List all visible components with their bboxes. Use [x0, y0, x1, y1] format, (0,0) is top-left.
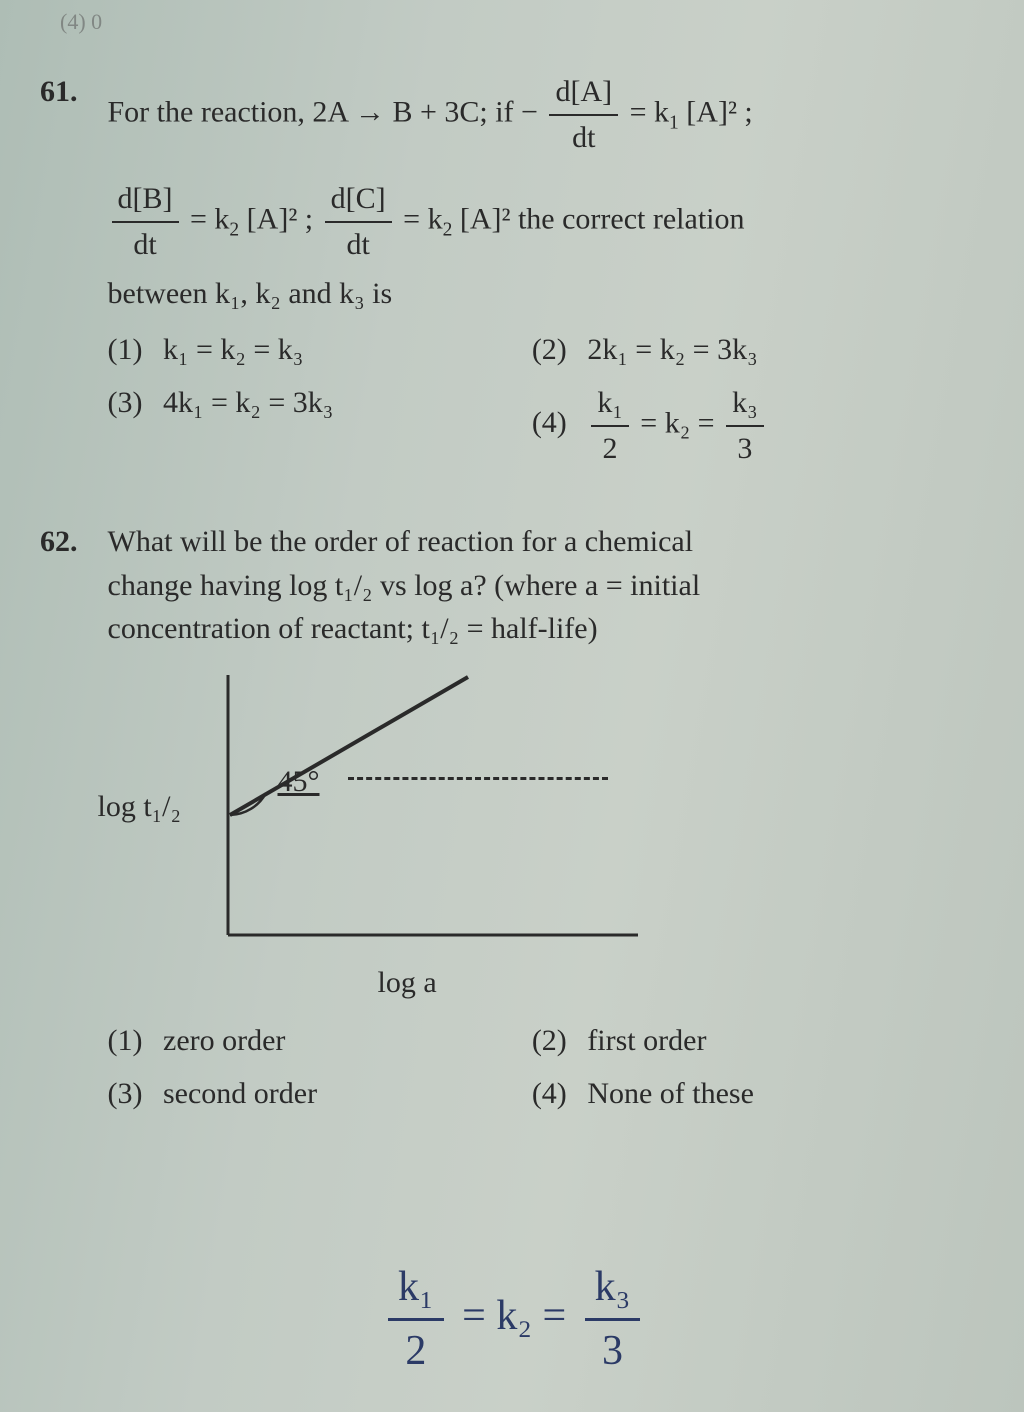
q62-line3: concentration of reactant; t₁/₂ = half-l… — [108, 607, 992, 651]
option-text: 2k₁ = k₂ = 3k₃ — [587, 333, 757, 366]
frac-den: 2 — [388, 1321, 444, 1382]
frac-den: dt — [549, 116, 618, 160]
q61-opt4-frac2: k₃ 3 — [726, 381, 763, 470]
q61-line2-post: [A]² the correct relation — [460, 202, 745, 235]
q61-opt4-frac1: k₁ 2 — [591, 381, 628, 470]
question-61: 61. For the reaction, 2A → B + 3C; if − … — [40, 70, 994, 480]
q61-option-2: (2) 2k₁ = k₂ = 3k₃ — [532, 328, 956, 372]
q61-k2-sub: 2 — [229, 219, 239, 240]
frac-den: dt — [112, 223, 179, 267]
q61-line1-pre: For the reaction, 2A → B + 3C; if − — [108, 95, 538, 128]
option-label: (4) — [532, 1072, 580, 1116]
angle-label: 45° — [278, 760, 320, 804]
frac-num: k₁ — [591, 381, 628, 427]
option-label: (2) — [532, 328, 580, 372]
q61-line1: For the reaction, 2A → B + 3C; if − d[A]… — [108, 70, 992, 159]
q61-line1-post: [A]² ; — [686, 95, 752, 128]
q62-option-3: (3) second order — [108, 1072, 532, 1116]
q61-frac-dC-dt: d[C] dt — [325, 177, 392, 266]
option-label: (2) — [532, 1019, 580, 1063]
q61-option-3: (3) 4k₁ = k₂ = 3k₃ — [108, 381, 532, 470]
frac-num: k₃ — [585, 1257, 641, 1321]
option-text: second order — [163, 1077, 317, 1110]
q61-options: (1) k₁ = k₂ = k₃ (2) 2k₁ = k₂ = 3k₃ (3) … — [108, 328, 992, 481]
q61-k1-sub: 1 — [669, 112, 679, 133]
frac-den: dt — [325, 223, 392, 267]
q62-options: (1) zero order (2) first order (3) secon… — [108, 1019, 992, 1126]
q61-line3: between k₁, k₂ and k₃ is — [108, 272, 992, 316]
frac-num: k₁ — [388, 1257, 444, 1321]
frac-num: d[A] — [549, 70, 618, 116]
hw-frac1: k₁ 2 — [388, 1257, 444, 1382]
option-text: 4k₁ = k₂ = 3k₃ — [163, 386, 333, 419]
graph-x-label: log a — [378, 961, 437, 1005]
frac-num: d[C] — [325, 177, 392, 223]
option-text: None of these — [587, 1077, 754, 1110]
q61-k2b-sub: 2 — [443, 219, 453, 240]
q61-number: 61. — [40, 70, 100, 114]
q61-body: For the reaction, 2A → B + 3C; if − d[A]… — [108, 70, 992, 480]
option-label: (3) — [108, 1072, 156, 1116]
option-label: (1) — [108, 1019, 156, 1063]
page: (4) 0 61. For the reaction, 2A → B + 3C;… — [0, 0, 1024, 1412]
q62-number: 62. — [40, 520, 100, 564]
option-text: zero order — [163, 1024, 285, 1057]
q62-line2: change having log t₁/₂ vs log a? (where … — [108, 564, 992, 608]
q62-line1: What will be the order of reaction for a… — [108, 520, 992, 564]
frac-den: 2 — [591, 427, 628, 471]
q62-body: What will be the order of reaction for a… — [108, 520, 992, 1126]
frac-num: k₃ — [726, 381, 763, 427]
option-text: first order — [587, 1024, 706, 1057]
q62-graph: log t₁/₂ 45° log a — [208, 665, 728, 965]
q62-option-4: (4) None of these — [532, 1072, 956, 1116]
hw-eq: = k₂ = — [462, 1293, 577, 1339]
q61-line2: d[B] dt = k2 [A]² ; d[C] dt = k2 [A]² th… — [108, 177, 992, 266]
frac-num: d[B] — [112, 177, 179, 223]
q61-option-1: (1) k₁ = k₂ = k₃ — [108, 328, 532, 372]
graph-y-label: log t₁/₂ — [98, 785, 181, 829]
q61-frac-dB-dt: d[B] dt — [112, 177, 179, 266]
top-partial-text: (4) 0 — [60, 6, 102, 38]
option-label: (1) — [108, 328, 156, 372]
q61-line2-mid3: = k — [403, 202, 442, 235]
question-62: 62. What will be the order of reaction f… — [40, 520, 994, 1126]
frac-den: 3 — [585, 1321, 641, 1382]
q62-option-1: (1) zero order — [108, 1019, 532, 1063]
q61-opt4-mid: = k₂ = — [640, 406, 722, 439]
option-label: (4) — [532, 401, 580, 445]
handwritten-note: k₁ 2 = k₂ = k₃ 3 — [380, 1257, 648, 1382]
dashed-line — [348, 777, 608, 780]
option-label: (3) — [108, 381, 156, 425]
q61-frac-dA-dt: d[A] dt — [549, 70, 618, 159]
q61-line2-mid1: = k — [190, 202, 229, 235]
graph-svg — [208, 665, 728, 965]
q61-option-4: (4) k₁ 2 = k₂ = k₃ 3 — [532, 381, 956, 470]
frac-den: 3 — [726, 427, 763, 471]
option-text: k₁ = k₂ = k₃ — [163, 333, 303, 366]
q61-line2-mid2: [A]² ; — [247, 202, 321, 235]
q61-line1-mid: = k — [630, 95, 669, 128]
hw-frac2: k₃ 3 — [585, 1257, 641, 1382]
q62-option-2: (2) first order — [532, 1019, 956, 1063]
